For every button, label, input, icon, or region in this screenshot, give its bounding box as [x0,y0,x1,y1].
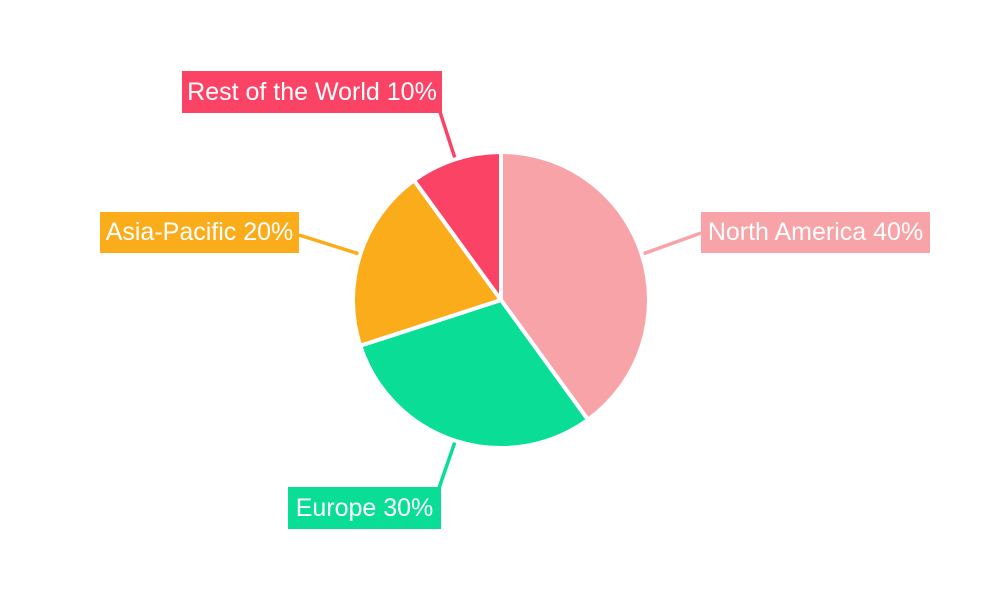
callout-label-rest-of-the-world: Rest of the World 10% [182,71,442,113]
callout-text-europe: Europe 30% [295,493,434,522]
callout-text-asia-pacific: Asia-Pacific 20% [105,218,294,246]
callout-text-north-america: North America 40% [707,218,924,246]
callout-label-north-america: North America 40% [701,212,930,253]
leader-line-europe [437,440,457,489]
leader-line-rest-of-the-world [438,111,457,160]
callout-label-europe: Europe 30% [288,487,441,529]
callout-label-asia-pacific: Asia-Pacific 20% [100,212,299,253]
pie-slice-rest-of-the-world[interactable] [412,150,503,302]
pie-slice-asia-pacific[interactable] [351,178,503,348]
pie-slice-north-america[interactable] [499,150,651,422]
pie-slice-europe[interactable] [358,298,590,450]
callout-text-rest-of-the-world: Rest of the World 10% [187,77,437,106]
leader-line-north-america [641,231,702,256]
leader-line-asia-pacific [298,233,361,256]
